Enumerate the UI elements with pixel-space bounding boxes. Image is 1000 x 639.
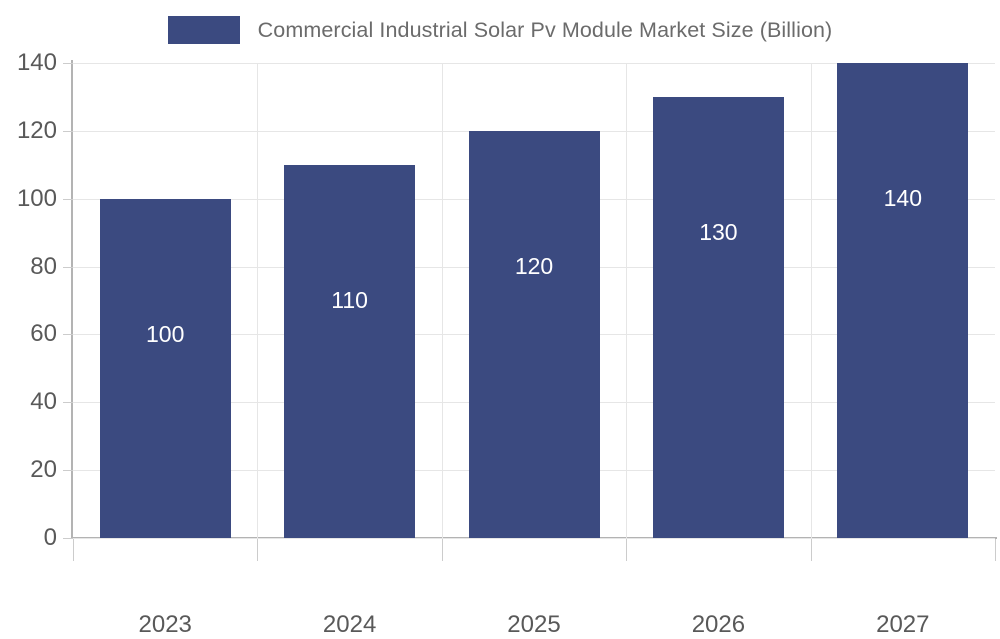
x-axis-tick-mark (73, 539, 74, 561)
gridline-vertical (257, 63, 258, 538)
gridline-vertical (811, 63, 812, 538)
y-axis-tick-label: 20 (30, 456, 57, 484)
x-axis-tick-mark (442, 539, 443, 561)
bar-2024[interactable] (284, 164, 416, 538)
y-axis-tick-label: 40 (30, 388, 57, 416)
y-axis-tick-mark (63, 470, 73, 472)
legend-item[interactable]: Commercial Industrial Solar Pv Module Ma… (167, 16, 833, 44)
y-axis-tick-label: 60 (30, 320, 57, 348)
x-axis-tick-label: 2026 (691, 611, 746, 638)
gridline-horizontal (73, 538, 995, 539)
gridline-vertical (626, 63, 627, 538)
y-axis-tick-label: 140 (16, 49, 57, 76)
x-axis-tick-label: 2023 (138, 611, 192, 638)
y-axis-tick-mark (63, 334, 73, 336)
y-axis-tick-mark (63, 198, 73, 200)
x-axis-tick-mark (811, 539, 812, 561)
y-axis-tick-mark (63, 266, 73, 268)
y-axis-tick-label: 100 (16, 184, 57, 212)
gridline-horizontal (73, 63, 995, 64)
y-axis-tick-mark (63, 63, 73, 64)
y-axis-tick-label: 120 (16, 116, 57, 144)
y-axis-tick-label: 0 (43, 524, 57, 551)
y-axis-tick-label: 80 (30, 252, 57, 280)
y-axis-tick-mark (63, 402, 73, 404)
plot-area: 0 20 40 60 80 100 120 140 100 2023 110 2024 120 2025 1… (17, 49, 996, 638)
bar-2023[interactable] (99, 198, 231, 538)
x-axis-tick-label: 2027 (876, 611, 930, 638)
x-axis-tick-label: 2025 (507, 611, 561, 638)
legend-series-label: Commercial Industrial Solar Pv Module Ma… (257, 17, 833, 42)
x-axis-tick-mark (995, 539, 996, 561)
x-axis-tick-mark (626, 539, 627, 561)
chart-legend: Commercial Industrial Solar Pv Module Ma… (0, 0, 1000, 60)
y-axis-tick-mark (63, 130, 73, 132)
x-axis-tick-label: 2024 (322, 611, 377, 638)
gridline-vertical (442, 63, 443, 538)
y-axis-line (71, 60, 73, 539)
y-axis-tick-mark (63, 538, 73, 539)
x-axis-tick-mark (257, 539, 258, 561)
bar-2027[interactable] (837, 63, 969, 538)
bar-2025[interactable] (468, 130, 600, 538)
bar-2026[interactable] (652, 96, 784, 538)
legend-color-swatch-icon (167, 16, 240, 44)
